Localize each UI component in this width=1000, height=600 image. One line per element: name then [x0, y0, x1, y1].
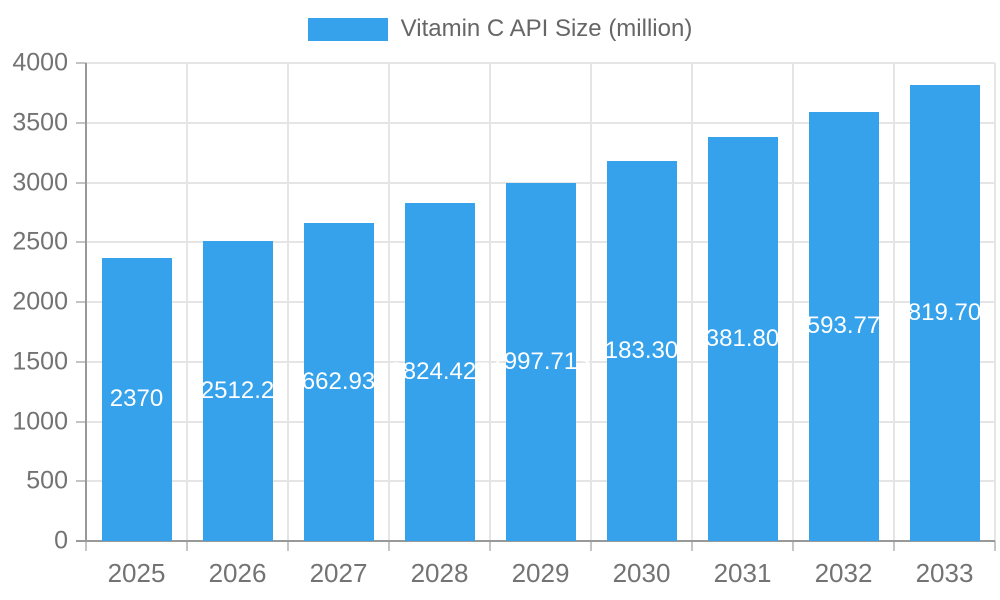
- gridline-vertical: [792, 63, 794, 541]
- gridline-vertical: [590, 63, 592, 541]
- y-axis-label: 1000: [12, 407, 68, 435]
- x-axis-label: 2032: [814, 558, 873, 588]
- y-axis-label: 500: [26, 466, 68, 495]
- gridline-vertical: [994, 63, 996, 541]
- x-axis-tick: [691, 541, 693, 551]
- y-axis-tick: [76, 301, 86, 303]
- x-axis-tick: [85, 541, 87, 551]
- bar-2030[interactable]: [606, 160, 677, 541]
- x-axis-tick: [186, 541, 188, 551]
- bar-2033[interactable]: [909, 84, 980, 541]
- x-axis-label: 2029: [511, 558, 570, 588]
- bar-2032[interactable]: [808, 111, 879, 541]
- y-axis-label: 3000: [12, 168, 68, 196]
- gridline-horizontal: [86, 62, 995, 64]
- gridline-vertical: [489, 63, 491, 541]
- x-axis-tick: [489, 541, 491, 551]
- y-axis-tick: [76, 121, 86, 124]
- gridline-horizontal: [86, 121, 995, 124]
- x-axis-tick: [287, 541, 289, 551]
- gridline-horizontal: [86, 181, 995, 184]
- bar-2031[interactable]: [707, 136, 778, 541]
- x-axis-label: 2030: [612, 558, 671, 588]
- x-axis-label: 2026: [208, 558, 267, 588]
- gridline-vertical: [186, 63, 188, 541]
- bar-value-label: 3183.306: [591, 336, 692, 364]
- y-axis-label: 1500: [12, 347, 68, 376]
- bar-value-label: 3381.804: [692, 324, 793, 352]
- x-axis-label: 2025: [107, 558, 166, 588]
- gridline-vertical: [388, 63, 390, 541]
- x-axis-tick: [388, 541, 390, 551]
- gridline-vertical: [893, 63, 895, 541]
- bar-2026[interactable]: [202, 240, 273, 541]
- gridline-vertical: [287, 63, 289, 541]
- legend-swatch: [307, 17, 388, 41]
- x-axis-line: [76, 540, 995, 542]
- bar-value-label: 2662.932: [288, 367, 389, 395]
- y-axis-label: 0: [54, 526, 68, 555]
- y-axis-label: 2500: [12, 227, 68, 256]
- bar-value-label: 3819.709: [894, 298, 995, 326]
- x-axis-tick: [994, 541, 996, 551]
- bar-2028[interactable]: [404, 203, 475, 541]
- bar-2029[interactable]: [505, 182, 576, 541]
- bar-value-label: 3593.773: [793, 312, 894, 340]
- y-axis-label: 2000: [12, 287, 68, 316]
- chart-legend[interactable]: Vitamin C API Size (million): [0, 17, 1000, 41]
- y-axis-label: 3500: [12, 108, 68, 137]
- bar-2025[interactable]: [101, 257, 172, 541]
- y-axis-tick: [76, 480, 86, 483]
- x-axis-label: 2027: [309, 558, 368, 588]
- y-axis-tick: [76, 420, 86, 423]
- bar-value-label: 2824.427: [389, 358, 490, 386]
- x-axis-label: 2031: [713, 558, 772, 588]
- bar-value-label: 2370: [109, 385, 164, 413]
- bar-value-label: 2997.713: [490, 347, 591, 375]
- gridline-vertical: [691, 63, 693, 541]
- x-axis-tick: [590, 541, 592, 551]
- y-axis-line: [85, 63, 87, 541]
- y-axis-tick: [76, 181, 86, 184]
- x-axis-tick: [893, 541, 895, 551]
- x-axis-tick: [792, 541, 794, 551]
- y-axis-tick: [76, 360, 86, 363]
- x-axis-label: 2028: [410, 558, 469, 588]
- legend-label: Vitamin C API Size (million): [400, 15, 693, 42]
- y-axis-tick: [76, 62, 86, 64]
- y-axis-label: 4000: [12, 48, 68, 77]
- bar-value-label: 2512.2: [200, 376, 275, 404]
- bar-2027[interactable]: [303, 222, 374, 541]
- x-axis-label: 2033: [915, 558, 974, 588]
- y-axis-tick: [76, 241, 86, 244]
